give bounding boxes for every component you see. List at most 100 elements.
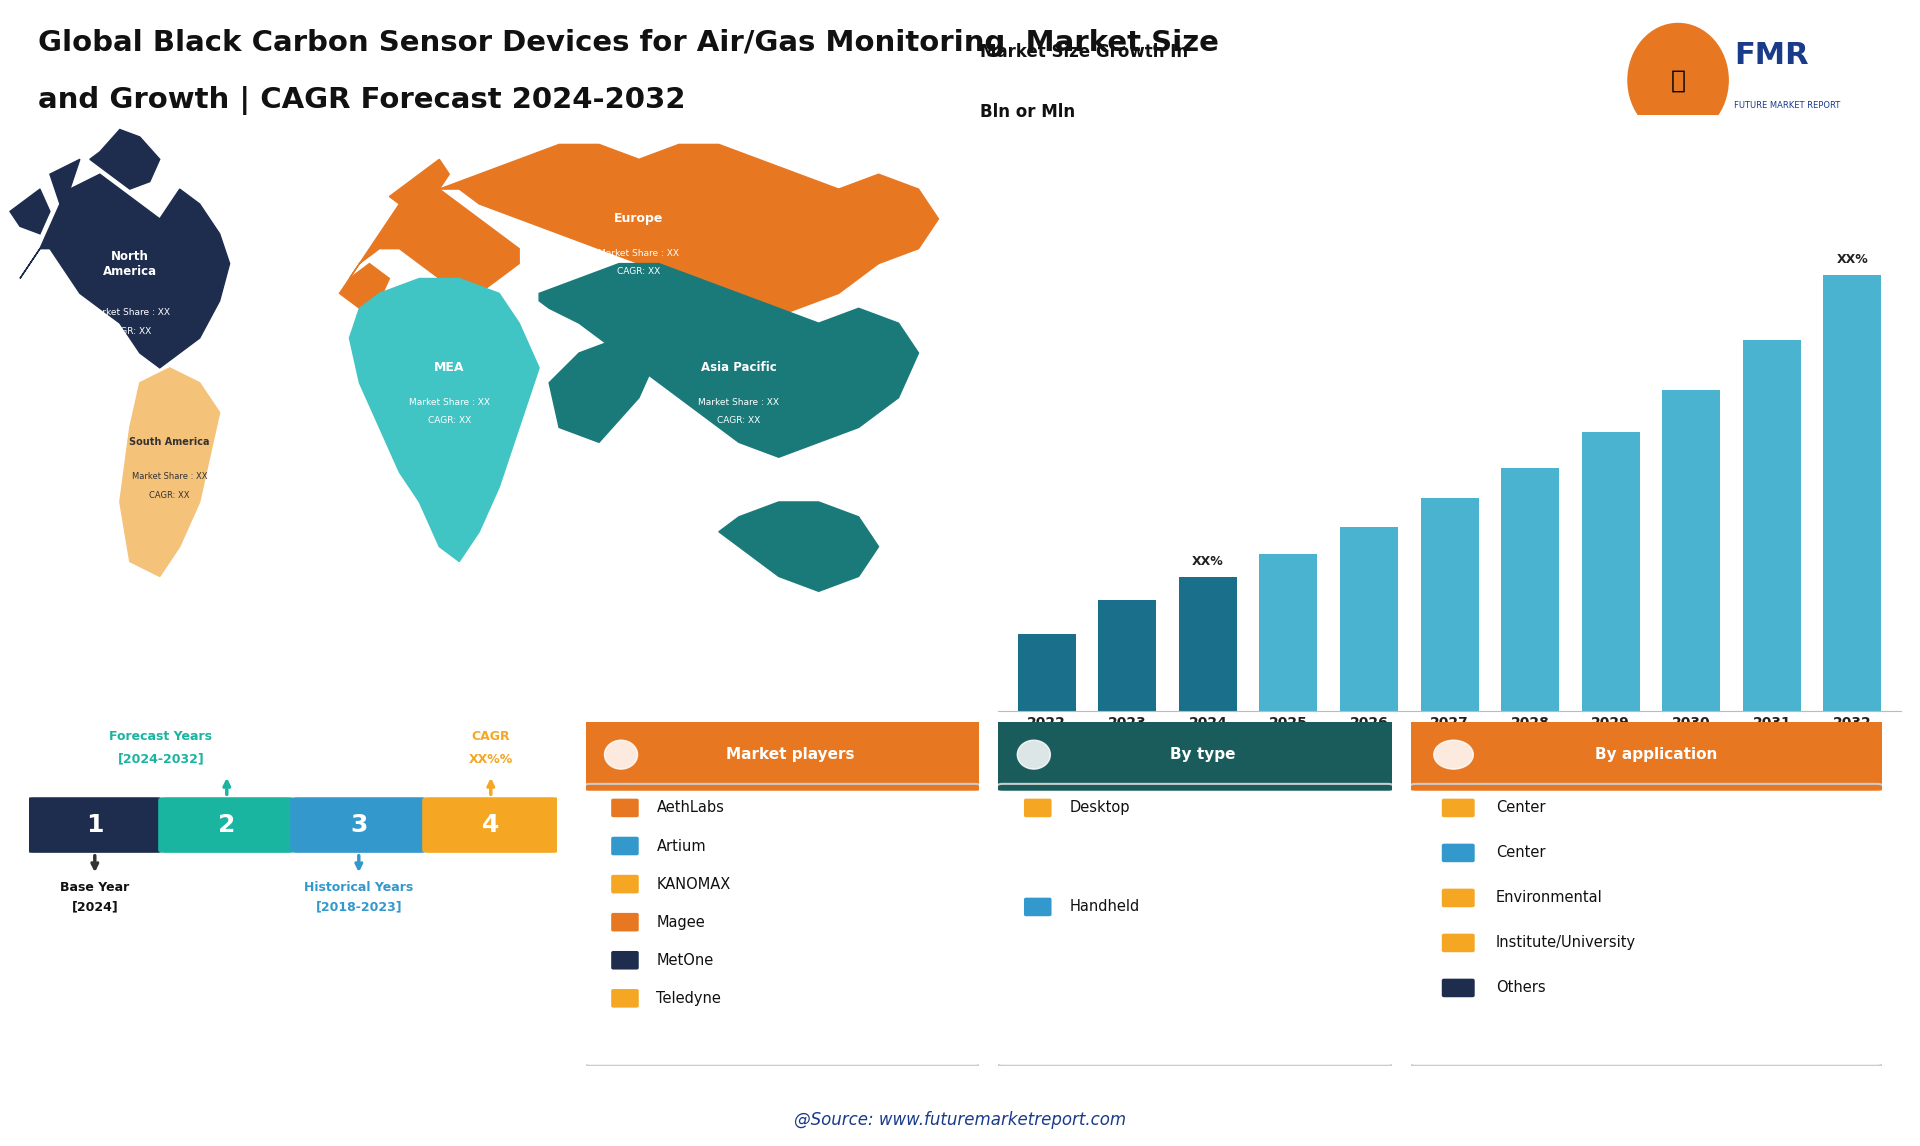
Text: Market Share : XX: Market Share : XX [132,472,207,481]
FancyBboxPatch shape [422,798,559,853]
Bar [1340,527,1398,711]
Text: By application: By application [1596,747,1716,762]
Text: By type: By type [1171,747,1236,762]
FancyBboxPatch shape [991,719,1400,791]
Text: Magee: Magee [657,915,705,929]
Circle shape [1628,23,1728,138]
Text: MEA: MEA [434,361,465,375]
Polygon shape [549,338,659,442]
Text: South America: South America [129,438,209,447]
Text: FMR: FMR [1734,40,1809,70]
Text: XX%%: XX%% [468,753,513,766]
FancyBboxPatch shape [611,951,639,970]
Text: Institute/University: Institute/University [1496,935,1636,950]
Text: 1: 1 [86,813,104,837]
FancyBboxPatch shape [1442,888,1475,908]
Bar [1501,468,1559,711]
FancyBboxPatch shape [1442,979,1475,997]
Bar [1018,634,1075,711]
Text: Artium: Artium [657,839,707,854]
Text: and Growth | CAGR Forecast 2024-2032: and Growth | CAGR Forecast 2024-2032 [38,86,685,115]
Text: [2024-2032]: [2024-2032] [117,753,204,766]
Text: Desktop: Desktop [1069,800,1129,816]
Text: CAGR: XX: CAGR: XX [428,416,470,425]
FancyBboxPatch shape [1442,843,1475,862]
FancyBboxPatch shape [27,798,163,853]
Text: Europe: Europe [614,212,664,226]
Polygon shape [799,174,939,264]
Polygon shape [10,189,50,234]
FancyBboxPatch shape [611,837,639,855]
FancyBboxPatch shape [611,874,639,894]
Bar [1179,576,1236,711]
Text: CAGR: CAGR [472,730,511,744]
Text: CAGR: XX: CAGR: XX [718,416,760,425]
Circle shape [1018,740,1050,769]
Polygon shape [340,264,390,308]
FancyBboxPatch shape [611,989,639,1007]
Bar [1098,599,1156,711]
Text: Handheld: Handheld [1069,900,1139,915]
Polygon shape [19,159,230,368]
Text: CAGR: XX: CAGR: XX [108,327,152,336]
Text: Market Share : XX: Market Share : XX [90,308,171,317]
FancyBboxPatch shape [611,913,639,932]
Text: CAGR: XX: CAGR: XX [150,490,190,500]
Bar [1663,390,1720,711]
FancyBboxPatch shape [290,798,428,853]
Text: Bln or Mln: Bln or Mln [981,103,1075,120]
Bar [1582,432,1640,711]
Circle shape [605,740,637,769]
Bar [1824,275,1882,711]
Text: Base Year: Base Year [60,880,129,894]
Circle shape [1434,740,1473,769]
Text: North
America: North America [104,250,157,277]
Text: AethLabs: AethLabs [657,800,724,816]
Text: KANOMAX: KANOMAX [657,877,732,892]
FancyBboxPatch shape [1442,799,1475,817]
Text: 4: 4 [482,813,499,837]
Text: FUTURE MARKET REPORT: FUTURE MARKET REPORT [1734,101,1839,110]
Text: Center: Center [1496,800,1546,816]
Text: XX%: XX% [1837,253,1868,266]
Bar [1421,499,1478,711]
Text: CAGR: XX: CAGR: XX [618,267,660,276]
Bar [1743,340,1801,711]
FancyBboxPatch shape [1442,934,1475,952]
Text: Historical Years: Historical Years [303,880,413,894]
Polygon shape [349,278,540,562]
Text: Market Share : XX: Market Share : XX [599,249,680,258]
Text: Forecast Years: Forecast Years [109,730,213,744]
FancyBboxPatch shape [611,799,639,817]
Text: [2018-2023]: [2018-2023] [315,900,401,913]
FancyBboxPatch shape [157,798,296,853]
Text: Market Size Growth In: Market Size Growth In [981,44,1188,61]
Text: 2: 2 [219,813,236,837]
Polygon shape [390,159,449,204]
Polygon shape [349,189,518,293]
Text: [2024]: [2024] [71,900,119,913]
Text: MetOne: MetOne [657,952,714,967]
Text: XX%: XX% [1192,555,1223,567]
Text: 3: 3 [349,813,367,837]
FancyBboxPatch shape [1402,719,1891,791]
FancyBboxPatch shape [1023,897,1052,917]
FancyBboxPatch shape [1023,799,1052,817]
Text: Market Share : XX: Market Share : XX [699,398,780,407]
Text: Center: Center [1496,846,1546,861]
Polygon shape [540,264,918,457]
Text: 🔭: 🔭 [1670,69,1686,92]
Text: Others: Others [1496,981,1546,996]
Bar [1260,554,1317,711]
Text: Market Share : XX: Market Share : XX [409,398,490,407]
Text: Market players: Market players [726,747,854,762]
Polygon shape [718,502,879,591]
Polygon shape [119,368,219,576]
Polygon shape [90,129,159,189]
Text: Black Carbon Sensor Devices for Air/Gas Mo: Black Carbon Sensor Devices for Air/Gas … [981,0,1392,1]
Text: Global Black Carbon Sensor Devices for Air/Gas Monitoring  Market Size: Global Black Carbon Sensor Devices for A… [38,29,1219,56]
FancyBboxPatch shape [578,719,987,791]
Text: @Source: www.futuremarketreport.com: @Source: www.futuremarketreport.com [795,1110,1125,1129]
Text: Environmental: Environmental [1496,890,1603,905]
Text: Asia Pacific: Asia Pacific [701,361,778,375]
